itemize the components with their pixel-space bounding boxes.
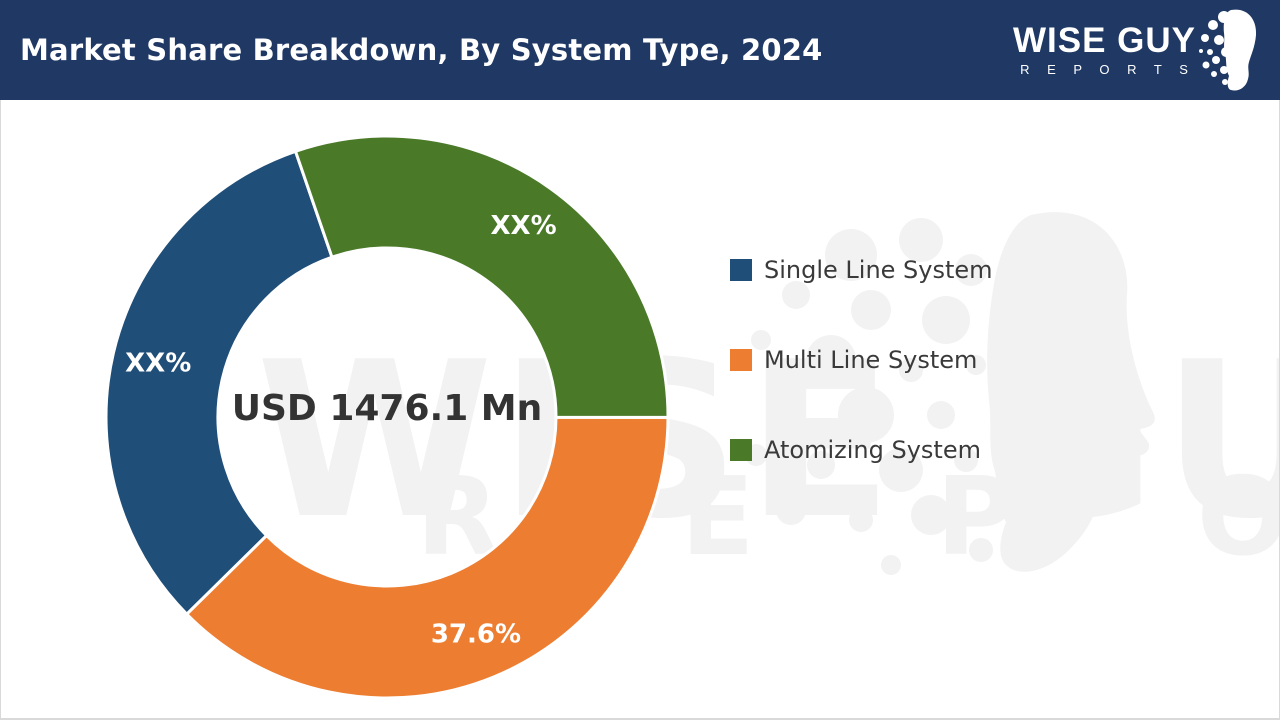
legend-swatch xyxy=(730,349,752,371)
wise-guy-logo: WISE GUY R E P O R T S xyxy=(1013,7,1260,93)
logo-head-icon xyxy=(1199,9,1257,91)
legend-label: Multi Line System xyxy=(764,346,978,374)
page-title: Market Share Breakdown, By System Type, … xyxy=(20,33,823,67)
logo-subtitle: R E P O R T S xyxy=(1020,62,1195,77)
legend-label: Single Line System xyxy=(764,256,993,284)
donut-chart: XX% 37.6% XX% xyxy=(97,127,677,707)
donut-slice-atomizing-system xyxy=(293,134,670,419)
slice-label: XX% xyxy=(491,211,557,241)
legend-item-single-line-system: Single Line System xyxy=(730,256,993,284)
header-bar: Market Share Breakdown, By System Type, … xyxy=(0,0,1280,100)
legend-swatch xyxy=(730,259,752,281)
donut-center-value: USD 1476.1 Mn xyxy=(231,388,543,429)
chart-legend: Single Line System Multi Line System Atomi… xyxy=(730,256,993,464)
logo-wordmark: WISE GUY xyxy=(1012,21,1196,60)
slice-label: XX% xyxy=(125,348,191,378)
watermark-head-icon xyxy=(745,212,1155,575)
slice-label: 37.6% xyxy=(431,620,521,650)
legend-item-multi-line-system: Multi Line System xyxy=(730,346,993,374)
chart-area: WISE GUY R E P O R T S XX%37.6%XX% USD 1… xyxy=(0,100,1280,720)
legend-label: Atomizing System xyxy=(764,436,981,464)
donut-slice-multi-line-system xyxy=(184,415,670,700)
donut-slice-single-line-system xyxy=(104,149,334,617)
logo-text: WISE GUY R E P O R T S xyxy=(1013,23,1196,77)
legend-item-atomizing-system: Atomizing System xyxy=(730,436,993,464)
legend-swatch xyxy=(730,439,752,461)
